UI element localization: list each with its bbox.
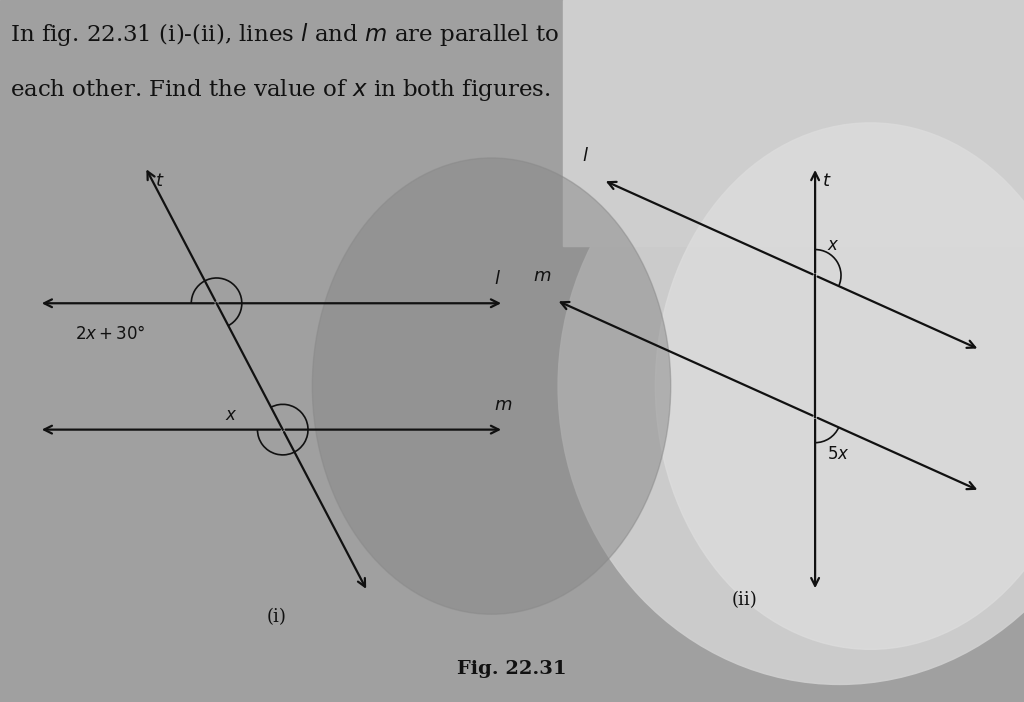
Text: $t$: $t$ <box>822 172 831 190</box>
Text: $m$: $m$ <box>494 397 512 414</box>
Text: (ii): (ii) <box>731 591 758 609</box>
Text: $5x$: $5x$ <box>827 446 850 463</box>
Text: Fig. 22.31: Fig. 22.31 <box>457 660 567 678</box>
Text: $2x + 30°$: $2x + 30°$ <box>75 324 145 343</box>
Text: $m$: $m$ <box>534 267 551 285</box>
Ellipse shape <box>655 123 1024 649</box>
Text: $l$: $l$ <box>494 270 501 288</box>
Text: $l$: $l$ <box>582 147 589 165</box>
Text: $x$: $x$ <box>225 406 238 423</box>
Text: (i): (i) <box>266 608 287 625</box>
Text: $x$: $x$ <box>827 237 840 253</box>
Text: $t$: $t$ <box>156 172 165 190</box>
Ellipse shape <box>312 158 671 614</box>
Text: each other. Find the value of $x$ in both figures.: each other. Find the value of $x$ in bot… <box>10 77 551 103</box>
Ellipse shape <box>558 88 1024 684</box>
Bar <box>563 0 1024 246</box>
Text: In fig. 22.31 (i)-(ii), lines $l$ and $m$ are parallel to: In fig. 22.31 (i)-(ii), lines $l$ and $m… <box>10 21 559 48</box>
